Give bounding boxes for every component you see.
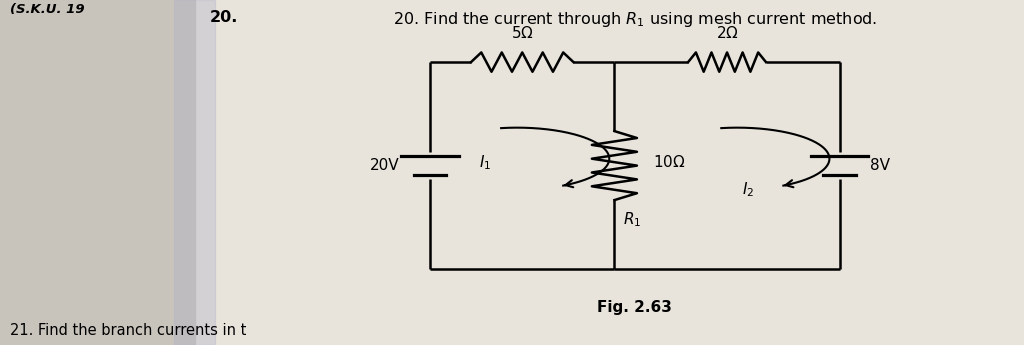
Text: (S.K.U. 19: (S.K.U. 19 — [10, 3, 85, 17]
Text: 8V: 8V — [870, 158, 891, 173]
Text: 10$\Omega$: 10$\Omega$ — [653, 154, 686, 170]
Text: $R_1$: $R_1$ — [623, 210, 641, 229]
Text: $I_2$: $I_2$ — [742, 180, 755, 199]
Text: 21. Find the branch currents in t: 21. Find the branch currents in t — [10, 323, 247, 338]
Text: $I_1$: $I_1$ — [479, 153, 492, 171]
Text: 5$\Omega$: 5$\Omega$ — [511, 26, 534, 41]
Bar — [174, 0, 215, 345]
Text: 2$\Omega$: 2$\Omega$ — [716, 26, 738, 41]
Text: 20. Find the current through $R_1$ using mesh current method.: 20. Find the current through $R_1$ using… — [393, 10, 877, 29]
Text: 20V: 20V — [370, 158, 399, 173]
Text: 20.: 20. — [210, 10, 239, 25]
Text: Fig. 2.63: Fig. 2.63 — [597, 300, 673, 315]
Bar — [0, 0, 195, 345]
